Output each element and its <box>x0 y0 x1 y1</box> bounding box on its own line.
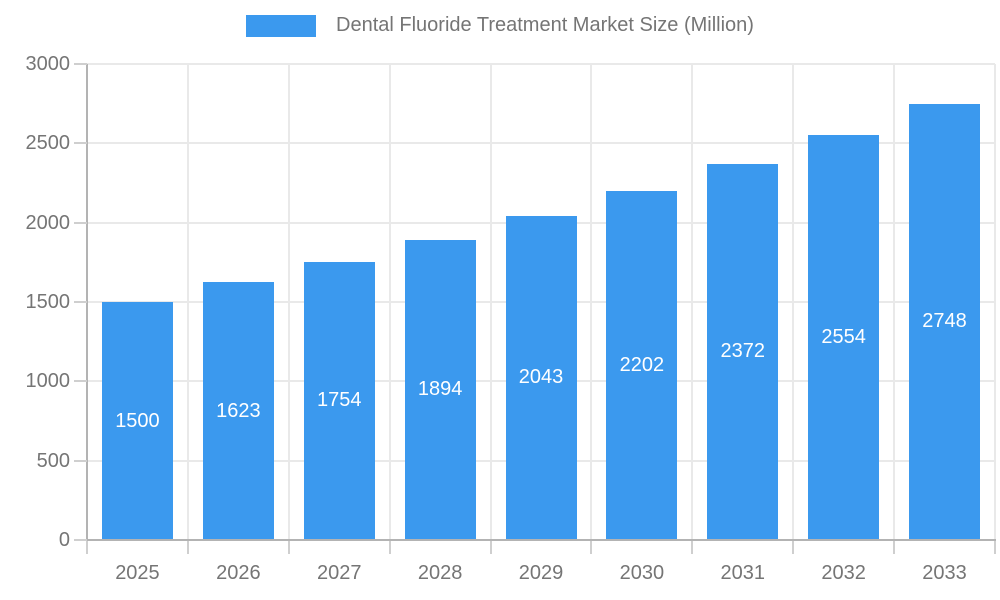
vertical-gridline <box>590 64 593 540</box>
bar-2031[interactable]: 2372 <box>707 163 779 540</box>
bar-value-label: 2748 <box>922 310 967 333</box>
chart-legend[interactable]: Dental Fluoride Treatment Market Size (M… <box>0 14 1000 37</box>
bar-value-label: 1894 <box>417 378 463 401</box>
x-axis-tick-label: 2026 <box>216 562 261 584</box>
x-axis-line <box>86 539 996 541</box>
vertical-gridline <box>691 64 694 540</box>
x-axis-tick-label: 2032 <box>821 562 866 584</box>
vertical-gridline <box>489 64 492 540</box>
y-axis-line <box>86 64 88 540</box>
y-axis-tick <box>74 221 87 224</box>
x-axis-tick-label: 2028 <box>417 562 463 584</box>
y-axis-tick <box>74 63 87 65</box>
y-axis-tick <box>74 380 87 383</box>
y-axis-tick-label: 2000 <box>25 211 71 234</box>
bar-2026[interactable]: 1623 <box>202 282 274 540</box>
bar-value-label: 2202 <box>619 353 665 376</box>
vertical-gridline <box>287 64 290 540</box>
vertical-gridline <box>792 64 795 540</box>
x-axis-tick <box>691 541 694 554</box>
y-axis-tick-label: 0 <box>58 529 70 551</box>
vertical-gridline <box>186 64 189 540</box>
bar-value-label: 1500 <box>115 409 160 432</box>
x-axis-tick <box>287 541 290 554</box>
bar-value-label: 2554 <box>821 325 866 348</box>
x-axis-tick <box>590 541 593 554</box>
x-axis-tick <box>792 541 795 554</box>
horizontal-gridline <box>87 142 995 145</box>
y-axis-tick-label: 1000 <box>25 370 71 393</box>
x-axis-tick-label: 2033 <box>922 562 967 584</box>
chart-title: Dental Fluoride Treatment Market Size (M… <box>336 14 754 36</box>
y-axis-tick <box>74 301 87 303</box>
x-axis-tick-label: 2025 <box>115 562 160 584</box>
y-axis-tick <box>74 459 87 462</box>
x-axis-tick-label: 2031 <box>720 562 766 584</box>
bar-2032[interactable]: 2554 <box>808 134 880 540</box>
vertical-gridline <box>994 64 996 540</box>
bar-2030[interactable]: 2202 <box>606 190 678 540</box>
bar-value-label: 2043 <box>518 366 564 389</box>
bar-2029[interactable]: 2043 <box>505 215 577 540</box>
y-axis-tick-label: 500 <box>36 449 70 472</box>
x-axis-tick-label: 2027 <box>316 562 362 584</box>
x-axis-tick <box>388 541 391 554</box>
x-axis-tick <box>893 541 896 554</box>
vertical-gridline <box>388 64 391 540</box>
y-axis-tick <box>74 539 87 541</box>
bar-2033[interactable]: 2748 <box>909 103 981 540</box>
bar-2027[interactable]: 1754 <box>303 261 375 540</box>
legend-swatch <box>246 14 317 37</box>
y-axis-tick <box>74 142 87 145</box>
x-axis-tick <box>186 541 189 554</box>
x-axis-tick-label: 2030 <box>619 562 665 584</box>
x-axis-tick-label: 2029 <box>518 562 564 584</box>
vertical-gridline <box>893 64 896 540</box>
bar-2025[interactable]: 1500 <box>101 302 173 540</box>
plot-area: 1500 1623 1754 1894 2043 2202 2372 2554 2748 <box>87 63 996 540</box>
y-axis-tick-label: 2500 <box>25 132 71 155</box>
bar-value-label: 1754 <box>316 389 362 412</box>
x-axis-tick <box>994 541 996 554</box>
y-axis-tick-label: 1500 <box>25 291 71 313</box>
bar-2028[interactable]: 1894 <box>404 239 476 540</box>
x-axis-tick <box>489 541 492 554</box>
x-axis-tick <box>86 541 88 554</box>
bar-value-label: 2372 <box>720 340 766 363</box>
horizontal-gridline <box>87 63 995 65</box>
y-axis-tick-label: 3000 <box>25 53 71 75</box>
bar-value-label: 1623 <box>216 399 261 422</box>
